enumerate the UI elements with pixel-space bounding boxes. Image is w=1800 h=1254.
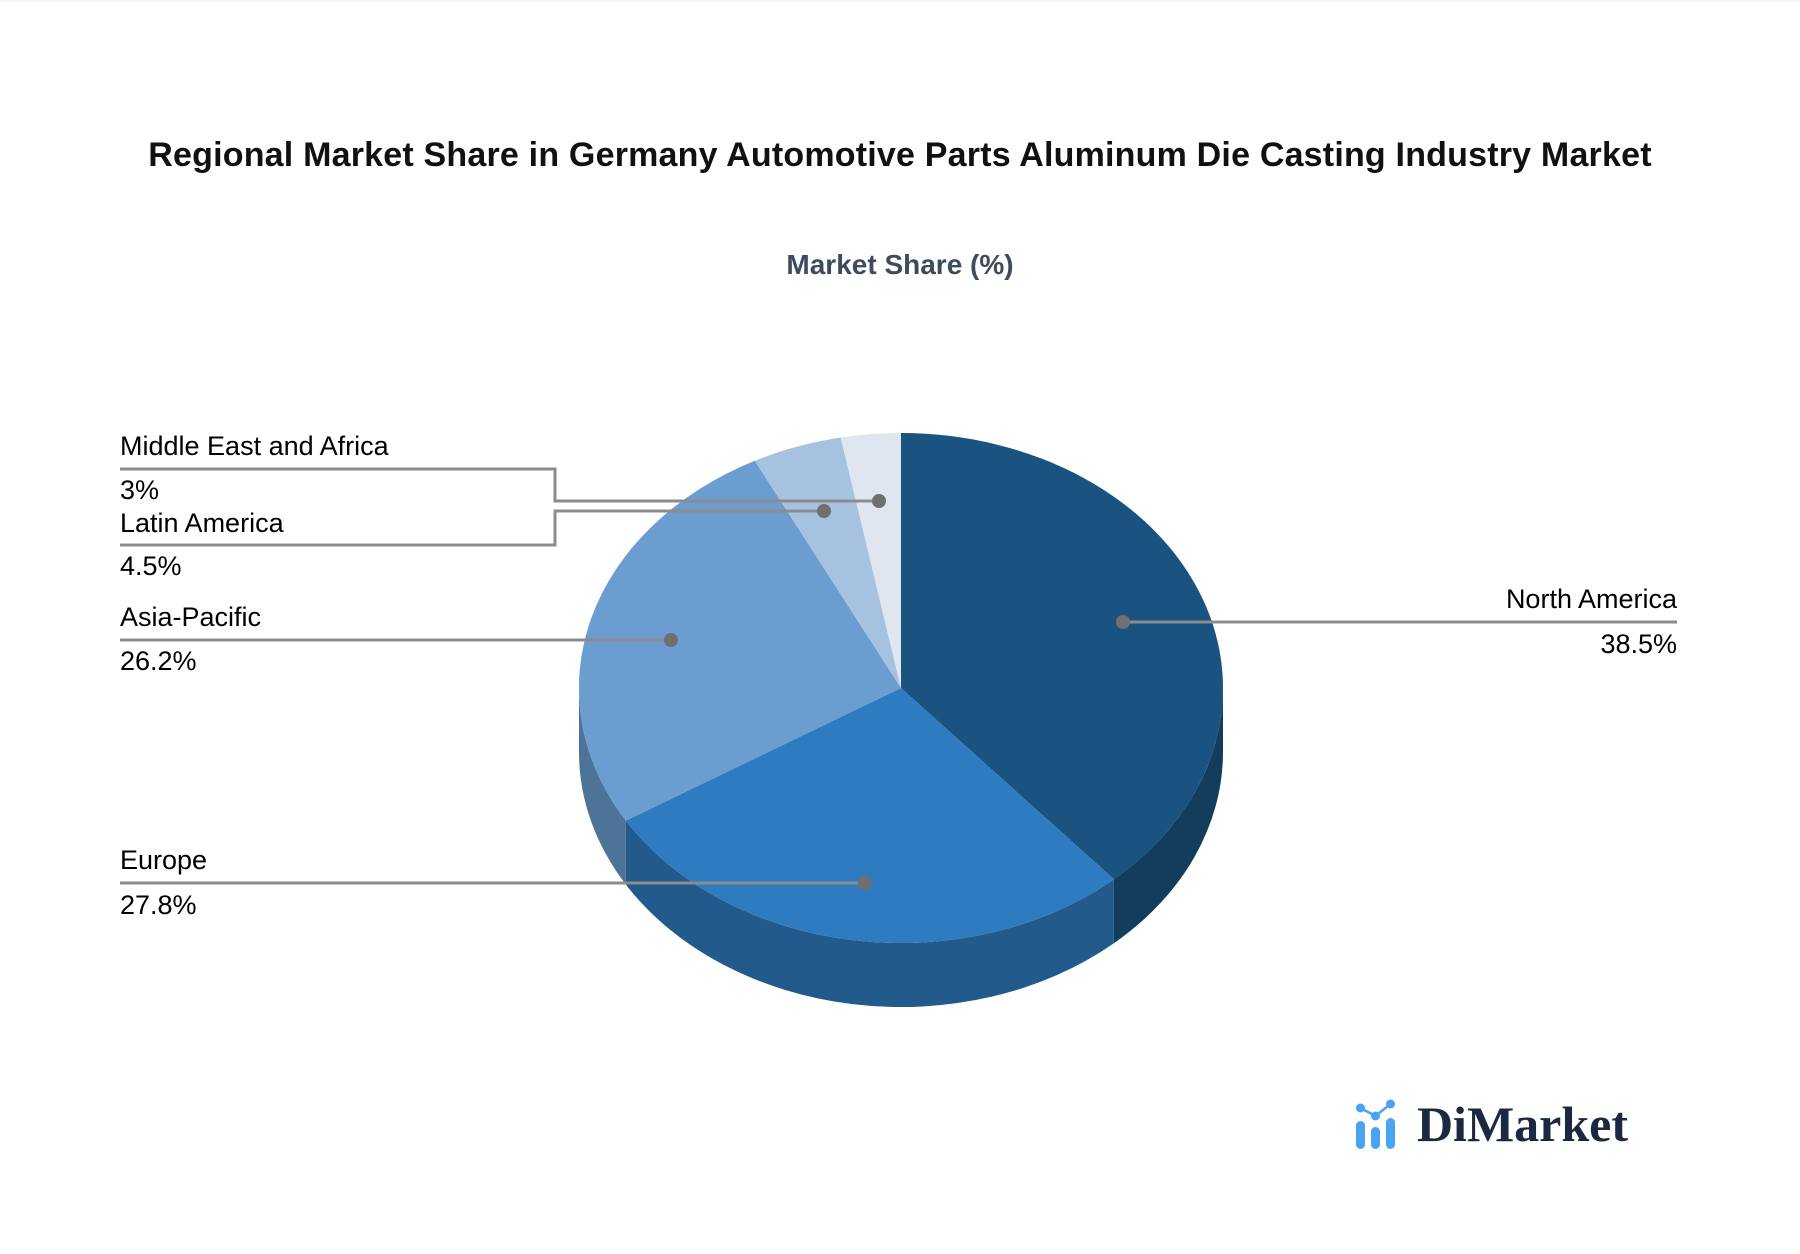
- callout-value-asia-pacific: 26.2%: [120, 646, 197, 676]
- callout-line-latin-america: [120, 509, 824, 547]
- callout-value-europe: 27.8%: [120, 890, 197, 920]
- callout-label-middle-east-africa: Middle East and Africa: [120, 431, 389, 461]
- callout-line-middle-east-and-africa: [120, 467, 879, 503]
- callout-marker-asia-pacific: [664, 633, 678, 647]
- callout-marker-north-america: [1116, 615, 1130, 629]
- pie-slice-side-north-america: [1113, 688, 1223, 944]
- pie-slice-side-europe: [625, 820, 1114, 1008]
- pie-slice-middle-east-and-africa: [840, 433, 901, 688]
- callout-label-latin-america: Latin America: [120, 508, 284, 538]
- bar-chart-icon: [1355, 1099, 1395, 1149]
- callout-label-asia-pacific: Asia-Pacific: [120, 602, 262, 632]
- callout-label-europe: Europe: [120, 845, 208, 875]
- pie-slice-north-america: [901, 433, 1223, 880]
- callout-marker-latin-america: [817, 504, 831, 518]
- pie-slice-asia-pacific: [578, 460, 901, 821]
- callout-marker-middle-east-and-africa: [872, 494, 886, 508]
- callout-label-north-america: North America: [1505, 584, 1677, 614]
- callout-value-north-america: 38.5%: [1600, 629, 1677, 659]
- logo: DiMarket: [1354, 1094, 1628, 1154]
- chart-title: Regional Market Share in Germany Automot…: [148, 136, 1652, 174]
- callout-value-middle-east-africa: 3%: [120, 475, 160, 505]
- callout-marker-europe: [858, 876, 872, 890]
- callout-value-latin-america: 4.5%: [120, 551, 182, 581]
- chart-subtitle: Market Share (%): [786, 249, 1014, 280]
- pie-slice-side-asia-pacific: [578, 688, 626, 885]
- logo-text: DiMarket: [1416, 1096, 1628, 1152]
- pie-slice-europe: [625, 688, 1114, 944]
